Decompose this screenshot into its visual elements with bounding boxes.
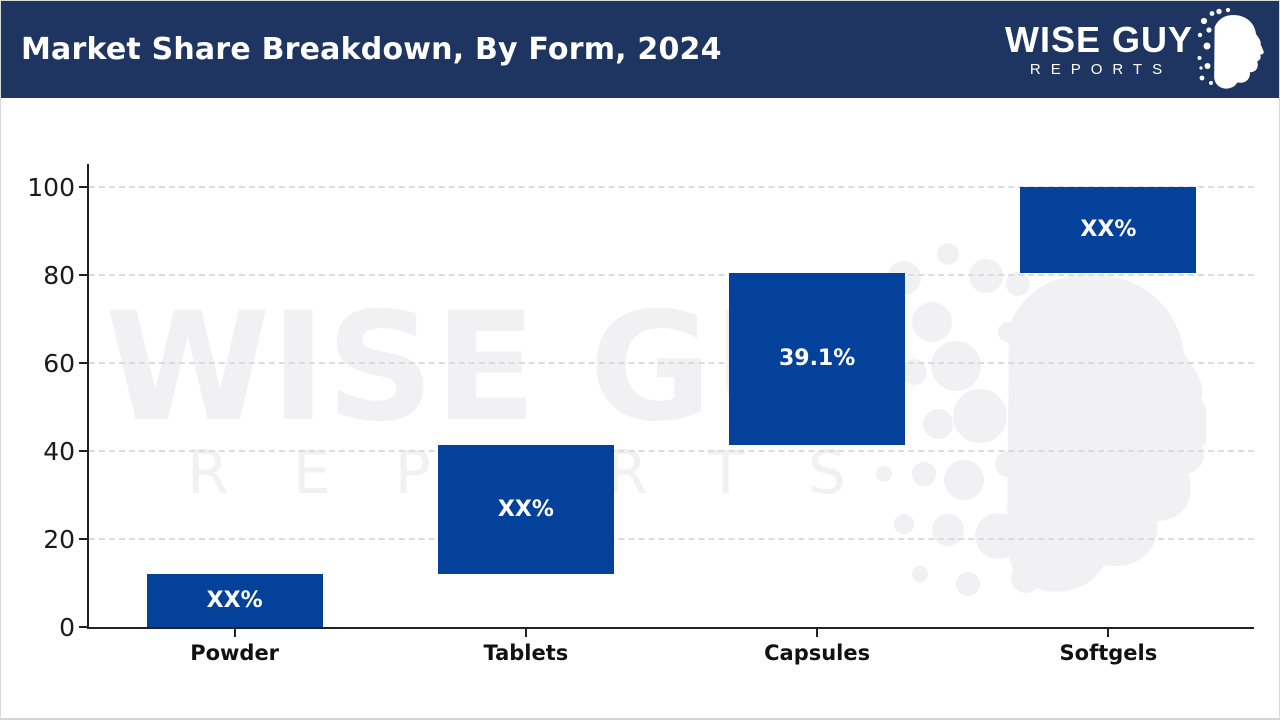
gridline-80 [89,274,1254,276]
brand-logo: WISE GUY REPORTS [1004,7,1267,92]
x-tick-mark-tablets [524,629,527,637]
x-tick-mark-capsules [816,629,819,637]
category-label-capsules: Capsules [764,641,871,665]
gridline-100 [89,186,1254,188]
y-tick-label-60: 60 [43,349,75,378]
y-tick-mark-40 [79,450,87,452]
gridline-60 [89,362,1254,364]
gridline-40 [89,450,1254,452]
y-tick-label-80: 80 [43,261,75,290]
brand-text: WISE GUY REPORTS [1004,18,1193,78]
x-tick-mark-softgels [1107,629,1110,637]
bar-tablets: XX% [437,444,614,575]
brand-wordmark: WISE GUY [1004,18,1193,60]
y-tick-label-0: 0 [59,613,75,642]
x-tick-mark-powder [233,629,236,637]
bar-powder: XX% [146,574,323,627]
y-tick-mark-100 [79,186,87,188]
y-tick-mark-20 [79,538,87,540]
category-label-softgels: Softgels [1059,641,1158,665]
bar-label-capsules: 39.1% [778,346,856,372]
y-axis-spine [87,164,89,629]
y-tick-mark-80 [79,274,87,276]
bar-label-softgels: XX% [1080,217,1137,243]
brand-subtitle: REPORTS [1029,60,1173,78]
x-axis-spine [87,627,1254,629]
bar-softgels: XX% [1020,187,1197,273]
y-tick-label-20: 20 [43,525,75,554]
header-bar: Market Share Breakdown, By Form, 2024 WI… [1,1,1279,98]
category-label-powder: Powder [190,641,280,665]
bar-label-tablets: XX% [497,497,554,522]
y-tick-label-100: 100 [27,173,75,202]
page-title: Market Share Breakdown, By Form, 2024 [21,32,722,67]
bar-label-powder: XX% [206,588,263,614]
category-label-tablets: Tablets [483,641,569,665]
head-profile-icon [1197,7,1264,89]
y-tick-label-40: 40 [43,437,75,466]
bar-capsules: 39.1% [729,272,906,445]
watermark-wordmark: WISE GU [105,281,834,455]
gridline-20 [89,538,1254,540]
y-tick-mark-0 [79,626,87,628]
watermark-head-icon [870,243,1206,596]
y-tick-mark-60 [79,362,87,364]
